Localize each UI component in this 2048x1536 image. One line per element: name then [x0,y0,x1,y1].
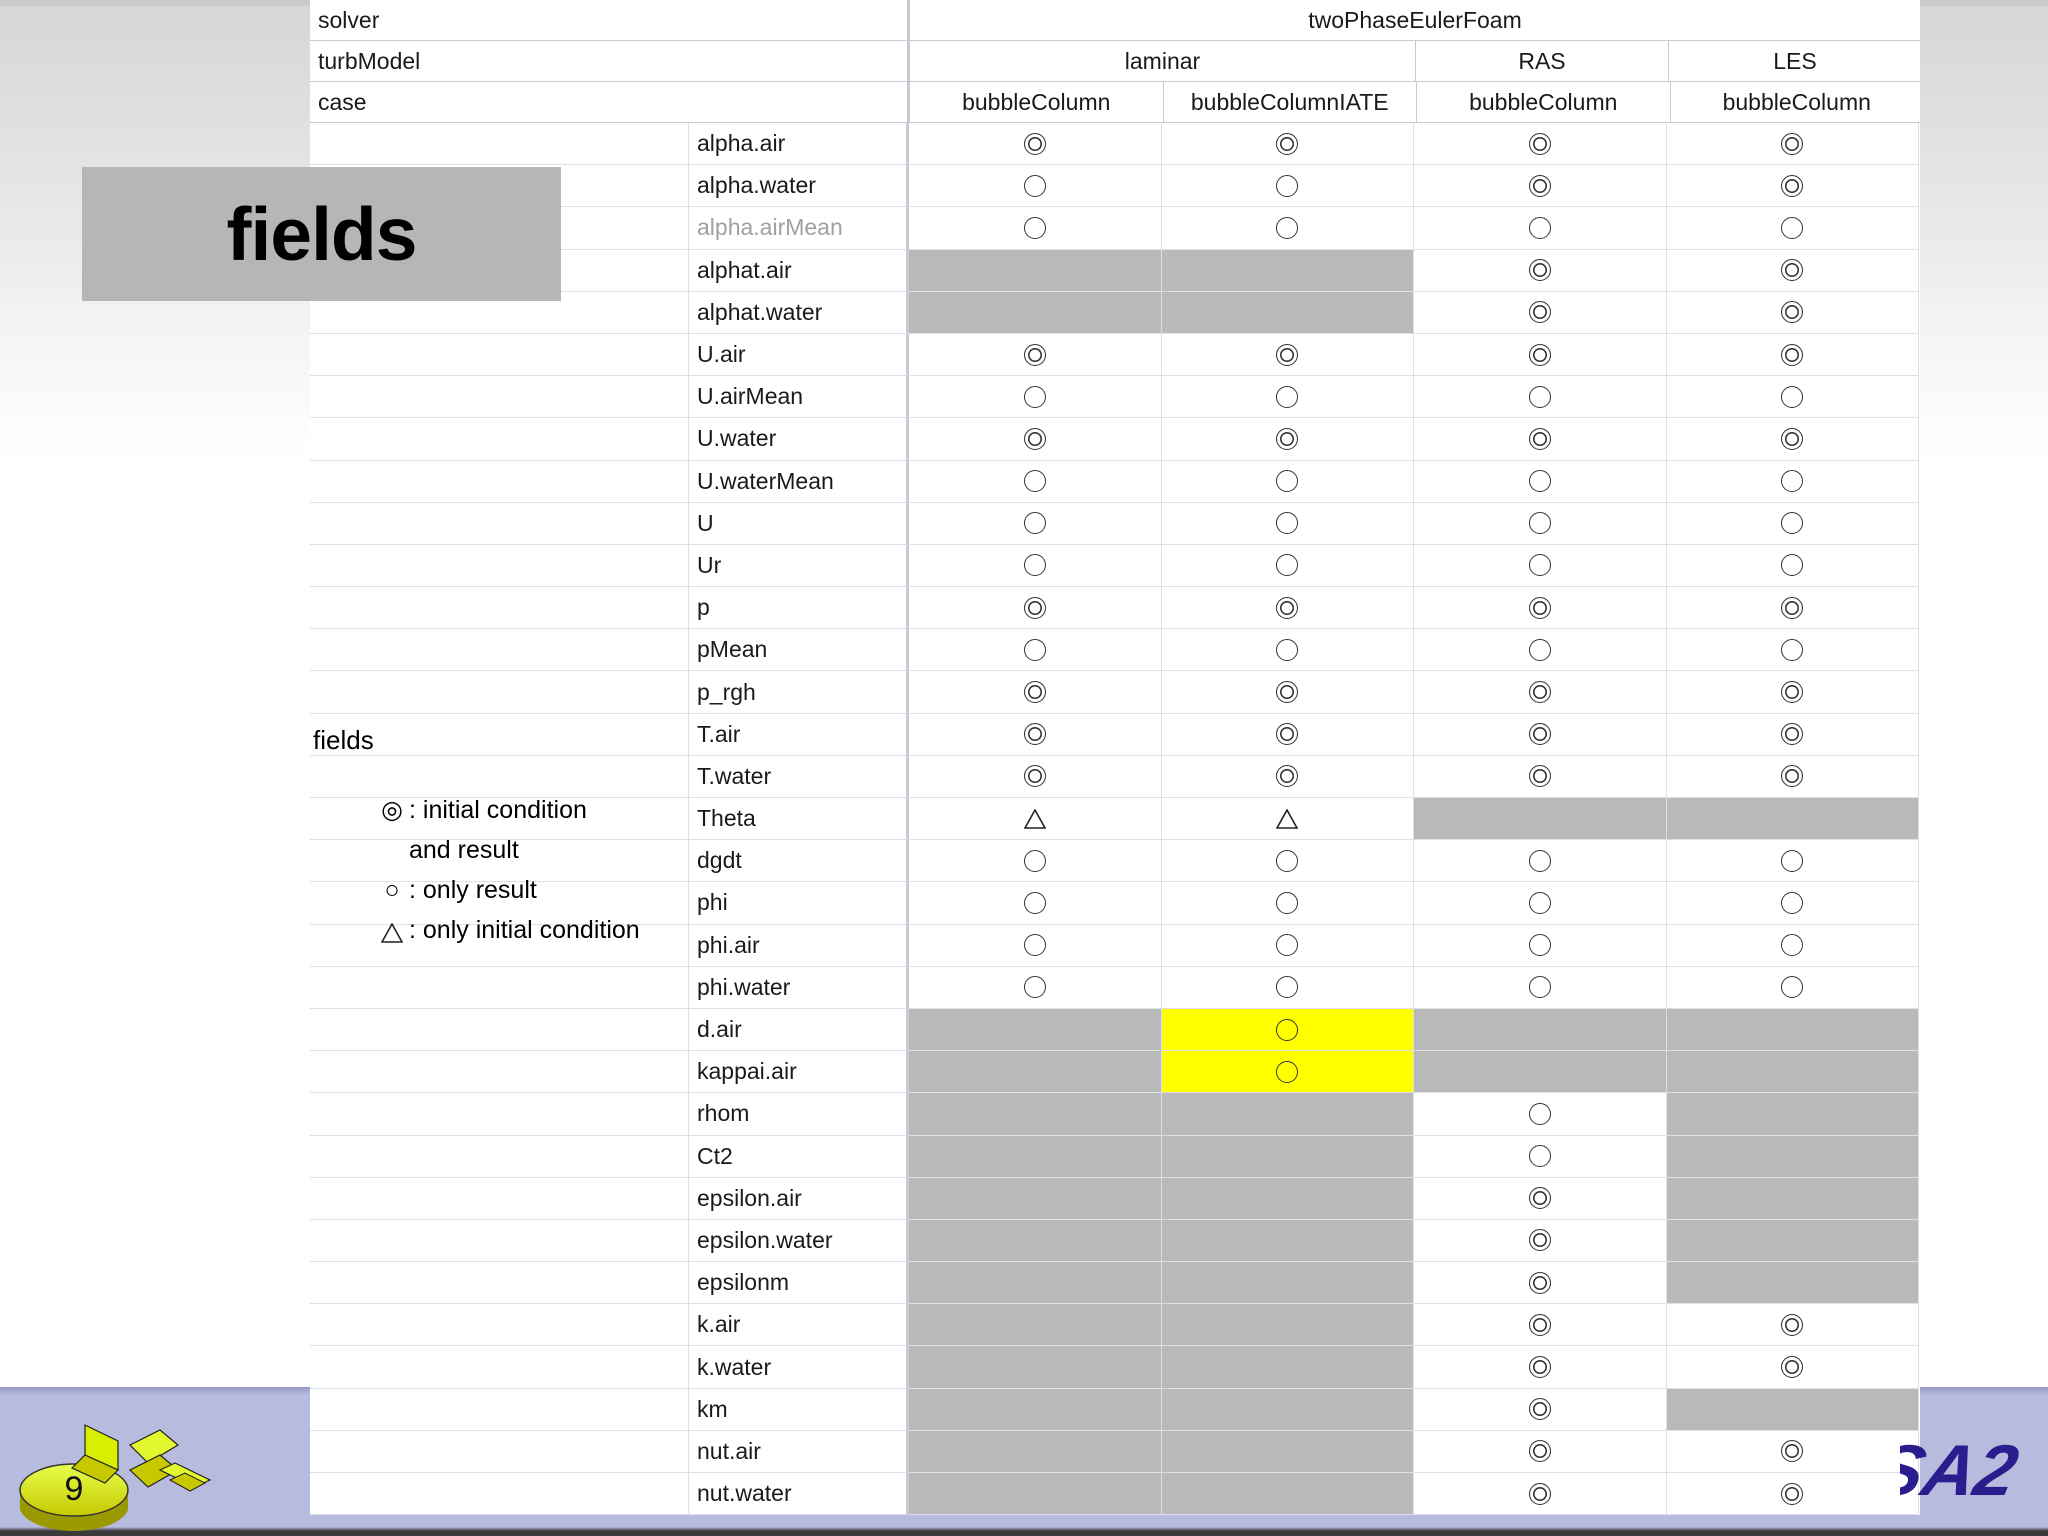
svg-text:9: 9 [65,1470,84,1508]
